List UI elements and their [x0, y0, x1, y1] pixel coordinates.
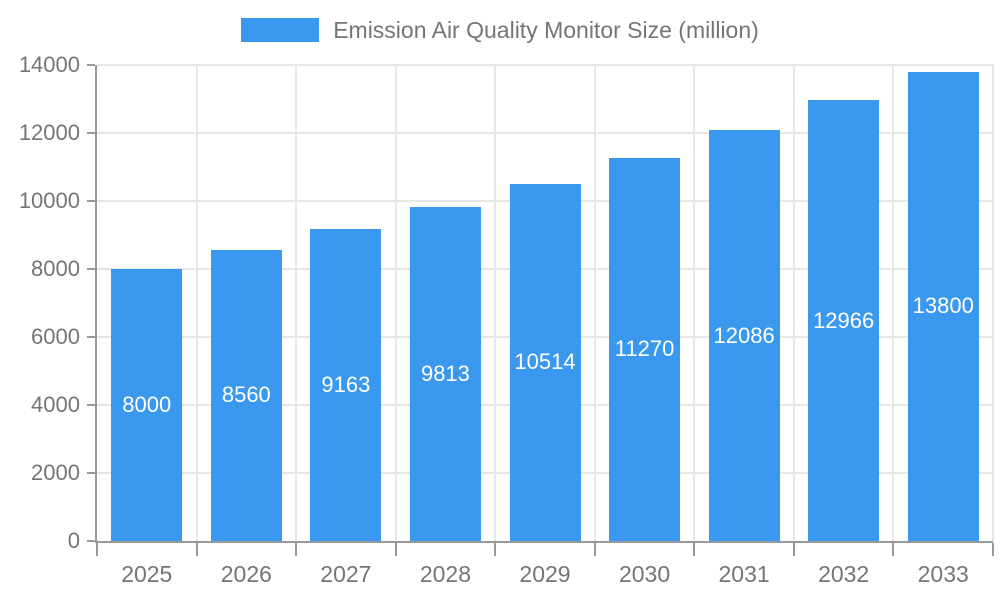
y-axis-tick [87, 64, 95, 66]
gridline-vertical [494, 65, 497, 541]
y-axis-label: 0 [67, 528, 80, 553]
x-axis-tick [96, 543, 98, 556]
bar: 9813 [409, 207, 481, 541]
y-axis-tick [87, 404, 95, 406]
gridline-vertical [792, 65, 795, 541]
y-axis-label: 6000 [31, 324, 80, 349]
y-axis-label: 12000 [18, 120, 80, 145]
x-axis-label: 2029 [519, 561, 571, 587]
gridline-horizontal [97, 64, 993, 66]
x-axis-line [95, 541, 993, 543]
y-axis-tick [87, 268, 95, 270]
bar-value-label: 10514 [514, 349, 576, 375]
bar-value-label: 9813 [420, 361, 470, 387]
legend-label: Emission Air Quality Monitor Size (milli… [333, 17, 759, 43]
x-axis-label: 2033 [917, 561, 969, 587]
y-axis-tick [87, 200, 95, 202]
x-axis-label: 2032 [818, 561, 870, 587]
x-axis-tick [394, 543, 397, 556]
y-axis-tick [87, 336, 95, 338]
gridline-vertical [593, 65, 596, 541]
bar: 12966 [808, 100, 880, 541]
y-axis-label: 14000 [18, 52, 80, 77]
y-axis-tick [87, 540, 95, 542]
y-axis-line [95, 65, 97, 543]
x-axis-label: 2031 [718, 561, 770, 587]
x-axis-tick [693, 543, 696, 556]
bar-value-label: 12966 [813, 307, 875, 333]
gridline-horizontal [97, 132, 993, 134]
bar-value-label: 11270 [614, 336, 675, 362]
gridline-vertical [892, 65, 895, 541]
x-axis-label: 2030 [618, 561, 671, 587]
bar: 9163 [310, 229, 382, 541]
bar: 13800 [907, 71, 979, 541]
x-axis-label: 2026 [220, 561, 272, 587]
y-axis-label: 2000 [31, 460, 80, 485]
bar: 12086 [708, 130, 780, 541]
bar-value-label: 8560 [221, 382, 271, 408]
x-axis-tick [992, 543, 994, 556]
bar-value-label: 12086 [713, 322, 775, 348]
x-axis-label: 2028 [419, 561, 472, 587]
y-axis-label: 4000 [31, 392, 80, 417]
x-axis-tick [892, 543, 895, 556]
bar: 8560 [210, 249, 282, 541]
gridline-vertical [295, 65, 298, 541]
x-axis-tick [295, 543, 298, 556]
x-axis-tick [494, 543, 497, 556]
bar-value-label: 9163 [321, 372, 371, 398]
x-axis-label: 2025 [121, 561, 173, 587]
x-axis-tick [593, 543, 596, 556]
gridline-vertical [693, 65, 696, 541]
bar-value-label: 8000 [122, 392, 172, 417]
y-axis-tick [87, 132, 95, 134]
legend-item[interactable]: Emission Air Quality Monitor Size (milli… [0, 18, 1000, 42]
y-axis-tick [87, 472, 95, 474]
bar-value-label: 13800 [912, 293, 974, 319]
legend-swatch-icon [241, 18, 320, 42]
x-axis-label: 2027 [320, 561, 372, 587]
x-axis-tick [195, 543, 198, 556]
bar: 8000 [111, 269, 183, 541]
x-axis-tick [792, 543, 795, 556]
y-axis-label: 8000 [31, 256, 80, 281]
y-axis-label: 10000 [18, 188, 80, 213]
bar: 11270 [609, 157, 681, 541]
gridline-vertical [992, 65, 994, 541]
gridline-vertical [394, 65, 397, 541]
bar: 10514 [509, 183, 581, 541]
gridline-vertical [195, 65, 198, 541]
